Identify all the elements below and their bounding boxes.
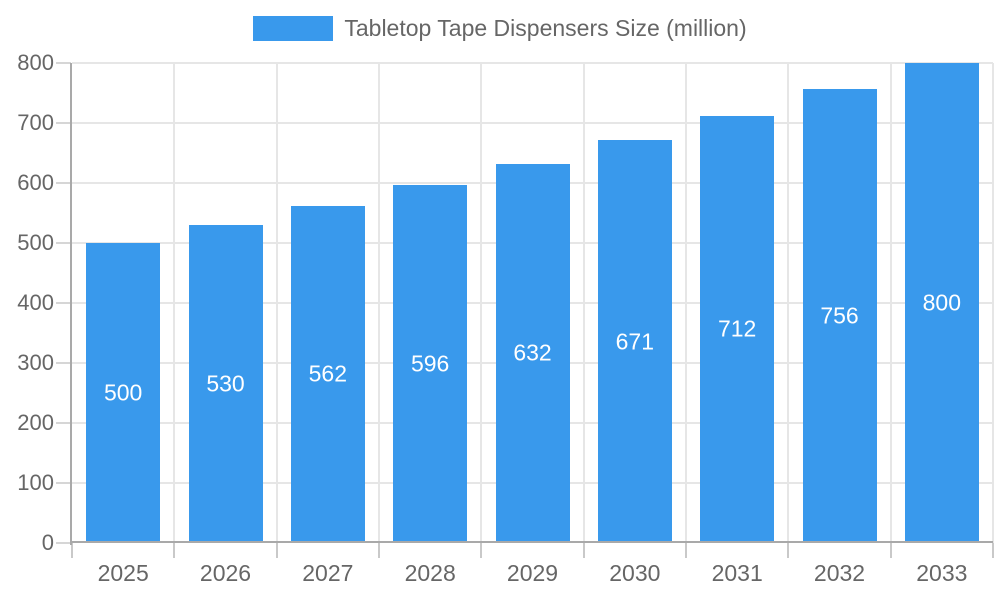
legend-item[interactable]: Tabletop Tape Dispensers Size (million) — [253, 15, 747, 41]
y-axis-tick — [56, 482, 71, 484]
bar-value-label: 712 — [717, 315, 757, 342]
x-axis-tick-label: 2027 — [302, 560, 354, 586]
bar-value-label: 756 — [820, 302, 859, 329]
bar-2031[interactable] — [700, 115, 775, 543]
y-axis-tick — [56, 302, 71, 304]
y-axis-tick-label: 600 — [17, 170, 54, 195]
y-axis-tick — [56, 182, 71, 184]
bar-2032[interactable] — [802, 89, 877, 543]
v-gridline — [787, 63, 790, 543]
bar-value-label: 530 — [206, 370, 245, 397]
v-gridline — [173, 63, 176, 543]
x-axis-tick-label: 2025 — [97, 560, 149, 586]
x-axis-tick-label: 2033 — [916, 560, 968, 586]
bar-2025[interactable] — [86, 243, 161, 543]
x-axis-tick — [992, 543, 994, 558]
x-axis-tick — [378, 543, 380, 558]
bar-value-label: 562 — [308, 360, 348, 387]
x-axis-tick-label: 2031 — [711, 560, 763, 586]
legend-label: Tabletop Tape Dispensers Size (million) — [344, 15, 747, 41]
x-axis-tick — [71, 543, 73, 558]
bar-2028[interactable] — [393, 185, 468, 543]
v-gridline — [480, 63, 483, 543]
y-axis-tick-label: 0 — [41, 530, 54, 555]
x-axis-tick — [787, 543, 790, 558]
y-axis-tick — [56, 362, 71, 364]
x-axis-tick-label: 2028 — [404, 560, 456, 586]
x-axis-tick — [173, 543, 176, 558]
x-axis-tick — [275, 543, 278, 558]
x-axis-tick-label: 2032 — [813, 560, 866, 586]
v-gridline — [992, 63, 994, 543]
v-gridline — [889, 63, 892, 543]
legend-swatch-icon — [253, 16, 334, 41]
bar-2029[interactable] — [495, 163, 570, 543]
bar-value-label: 800 — [922, 289, 962, 316]
h-gridline — [72, 122, 993, 124]
y-axis-tick-label: 800 — [17, 50, 54, 75]
y-axis-line — [70, 63, 72, 545]
bar-2030[interactable] — [597, 140, 672, 543]
x-axis-tick — [685, 543, 687, 558]
y-axis-tick-label: 400 — [17, 290, 54, 315]
y-axis-tick — [56, 542, 71, 544]
bar-value-label: 671 — [615, 328, 655, 355]
x-axis-tick — [889, 543, 892, 558]
x-axis-tick-label: 2026 — [199, 560, 252, 586]
y-axis-tick — [56, 242, 71, 244]
x-axis-tick-label: 2030 — [609, 560, 661, 586]
h-gridline — [72, 62, 993, 64]
v-gridline — [685, 63, 687, 543]
y-axis-tick-label: 200 — [17, 410, 54, 435]
bar-2033[interactable] — [904, 63, 979, 543]
y-axis-tick-label: 700 — [17, 110, 54, 135]
bar-value-label: 500 — [103, 379, 143, 406]
bar-value-label: 632 — [513, 339, 552, 366]
x-axis-tick — [480, 543, 483, 558]
x-axis-tick — [582, 543, 585, 558]
bar-value-label: 596 — [410, 350, 450, 377]
legend: Tabletop Tape Dispensers Size (million) — [0, 16, 1000, 41]
y-axis-tick-label: 300 — [17, 350, 54, 375]
y-axis-tick — [56, 422, 71, 424]
y-axis-tick — [56, 62, 71, 64]
y-axis-tick-label: 100 — [17, 470, 54, 495]
v-gridline — [378, 63, 380, 543]
v-gridline — [275, 63, 278, 543]
v-gridline — [582, 63, 585, 543]
y-axis-tick-label: 500 — [17, 230, 54, 255]
bar-2026[interactable] — [188, 225, 263, 543]
bar-2027[interactable] — [290, 205, 365, 543]
x-axis-tick-label: 2029 — [506, 560, 559, 586]
x-axis-line — [70, 541, 993, 543]
y-axis-tick — [56, 122, 71, 124]
